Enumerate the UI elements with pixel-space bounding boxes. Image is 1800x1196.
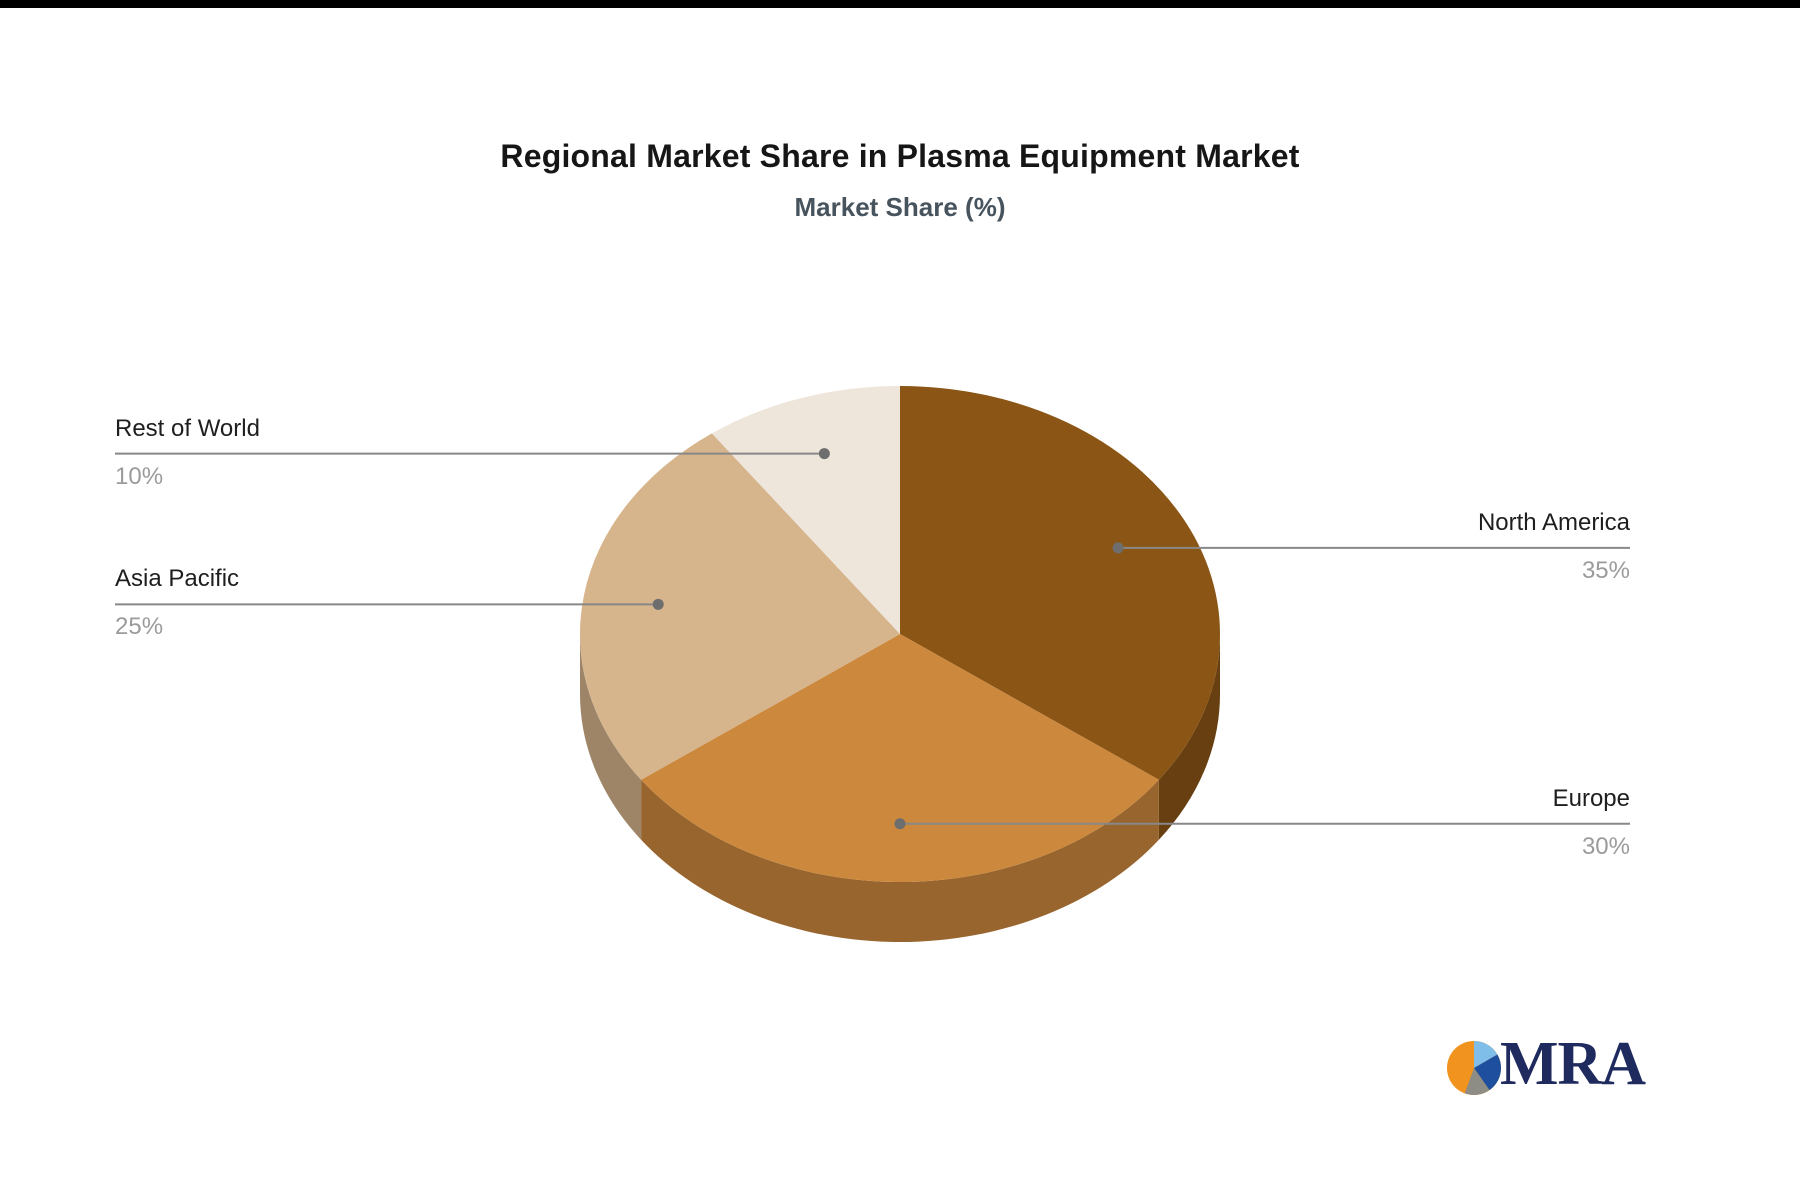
slice-name: Asia Pacific <box>115 565 240 593</box>
slice-percent: 30% <box>1581 832 1630 860</box>
slice-percent: 10% <box>115 462 164 490</box>
pie-slice-europe[interactable] <box>641 634 1159 882</box>
leader-dot-rest-of-world <box>818 448 830 460</box>
leader-dot-europe <box>894 818 906 830</box>
leader-dot-asia-pacific <box>652 598 664 610</box>
slice-percent: 35% <box>1581 556 1630 584</box>
slice-name: Rest of World <box>115 414 260 442</box>
pie-slice-rest-of-world[interactable] <box>711 386 900 634</box>
mra-logo[interactable]: MRA <box>1444 1028 1664 1108</box>
pie-slice-side-asia-pacific <box>580 634 642 840</box>
slice-percent: 25% <box>115 613 164 641</box>
pie-slice-side-north-america <box>1158 634 1220 840</box>
chart-subtitle: Market Share (%) <box>794 192 1006 222</box>
mra-logo-pie-icon <box>1447 1041 1501 1095</box>
label-europe: Europe 30% <box>1110 784 1630 864</box>
label-asia-pacific: Asia Pacific 25% <box>115 564 635 644</box>
leader-dot-north-america <box>1112 542 1124 554</box>
top-bar <box>0 0 1800 8</box>
logo-pie-darkblue <box>1474 1054 1501 1091</box>
logo-pie-lightblue <box>1474 1041 1498 1068</box>
pie-slice-side-europe <box>641 779 1159 942</box>
label-north-america: North America 35% <box>1110 508 1630 588</box>
slice-name: Europe <box>1552 784 1630 812</box>
chart-title: Regional Market Share in Plasma Equipmen… <box>500 138 1300 174</box>
pie-slice-asia-pacific[interactable] <box>580 433 900 780</box>
logo-pie-gray <box>1464 1068 1490 1095</box>
pie-slice-north-america[interactable] <box>900 386 1220 780</box>
slice-name: North America <box>1477 508 1630 536</box>
label-rest-of-world: Rest of World 10% <box>115 414 635 494</box>
mra-logo-text: MRA <box>1500 1030 1646 1098</box>
